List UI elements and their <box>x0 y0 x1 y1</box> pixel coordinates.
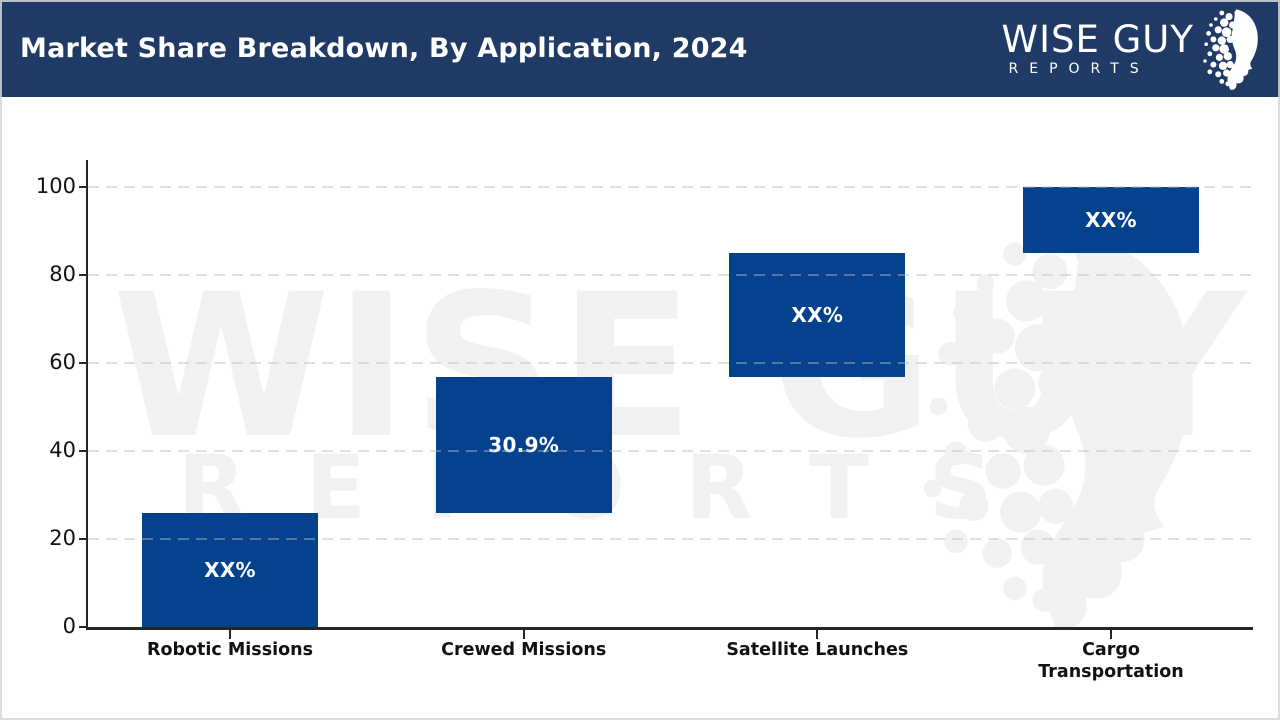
bar-value-label: XX% <box>791 302 844 327</box>
brand-subtitle: REPORTS <box>1008 61 1150 77</box>
brand-name: WISE GUY <box>1001 18 1194 61</box>
y-tick-label: 40 <box>49 438 76 462</box>
y-tick-mark <box>79 274 88 276</box>
x-tick-mark <box>229 630 231 639</box>
y-tick-mark <box>79 186 88 188</box>
y-tick-mark <box>79 450 88 452</box>
header-bar: Market Share Breakdown, By Application, … <box>0 0 1280 97</box>
gridline <box>88 274 1253 276</box>
bar: 30.9% <box>435 376 612 513</box>
bar-value-label: 30.9% <box>488 432 560 457</box>
y-tick-label: 60 <box>49 350 76 374</box>
gridline <box>88 186 1253 188</box>
x-axis <box>86 627 1253 630</box>
brand-logo: WISE GUY REPORTS <box>1002 7 1266 91</box>
x-tick-label: Satellite Launches <box>726 640 909 660</box>
x-tick-label: Cargo Transportation <box>1038 640 1184 682</box>
page-title: Market Share Breakdown, By Application, … <box>20 33 748 64</box>
y-tick-mark <box>79 626 88 628</box>
gridline <box>88 450 1253 452</box>
gridline <box>88 362 1253 364</box>
y-tick-label: 80 <box>49 262 76 286</box>
bar: XX% <box>1023 187 1199 253</box>
x-tick-mark <box>522 630 525 639</box>
y-tick-mark <box>79 362 88 364</box>
bar: XX% <box>142 512 318 627</box>
bar: XX% <box>729 253 906 377</box>
y-tick-label: 20 <box>49 526 76 550</box>
y-axis <box>86 160 88 630</box>
gridline <box>88 538 1253 540</box>
x-tick-label: Robotic Missions <box>146 640 314 660</box>
bar-value-label: XX% <box>204 557 256 582</box>
y-tick-label: 0 <box>62 614 76 638</box>
y-tick-mark <box>79 538 88 540</box>
x-tick-label: Crewed Missions <box>441 640 607 660</box>
x-tick-mark <box>1110 630 1112 639</box>
bar-value-label: XX% <box>1085 208 1137 232</box>
x-tick-mark <box>816 630 819 639</box>
brand-text: WISE GUY REPORTS <box>1002 21 1194 76</box>
brand-face-icon <box>1203 8 1258 90</box>
y-tick-label: 100 <box>35 174 76 198</box>
